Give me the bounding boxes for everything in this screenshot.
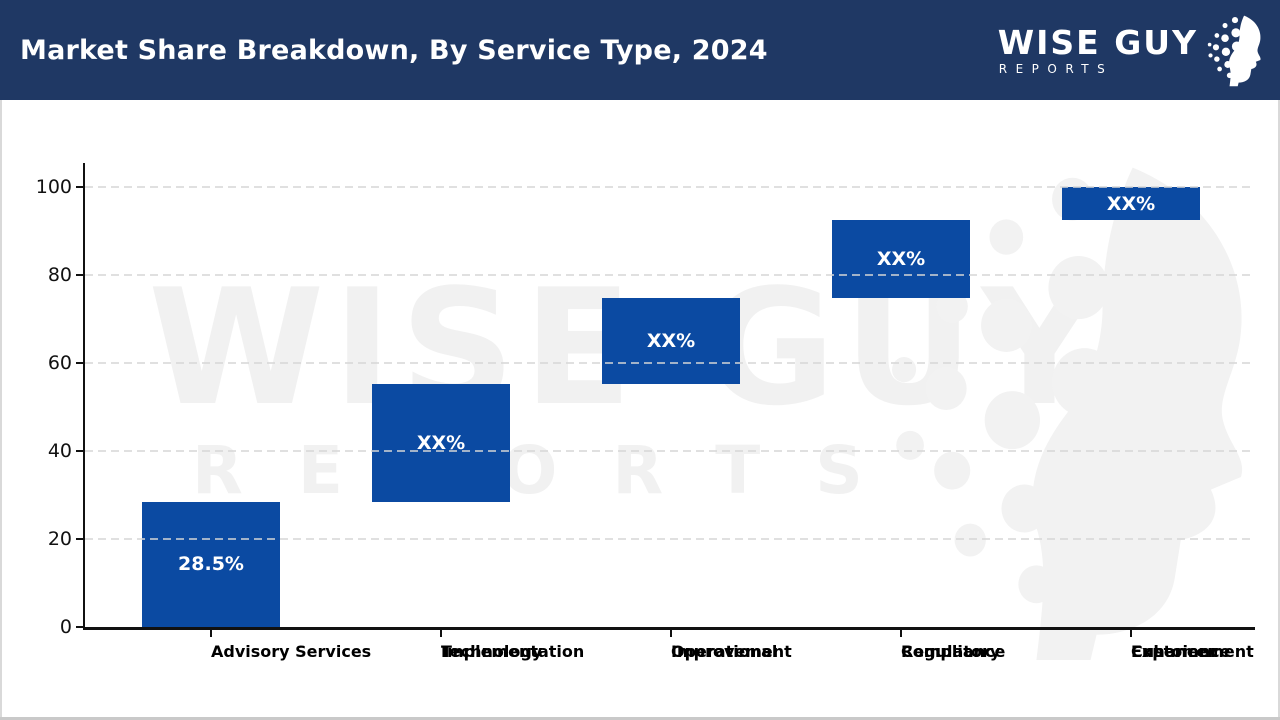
x-tick-label-line: Technology [441,642,543,661]
gridline [85,186,1255,188]
x-tick-label-line: Compliance [901,642,1006,661]
bar-value-label: XX% [1106,192,1156,215]
x-tick-label-line: Advisory Services [211,642,372,661]
gridline [85,538,1255,540]
y-tick-mark [76,362,85,364]
y-tick-label: 0 [59,616,72,638]
brand-logo: WISE GUY REPORTS [998,13,1280,87]
page-title: Market Share Breakdown, By Service Type,… [20,34,768,66]
chart-canvas: WISE GUY REPORTS 28.5% XX% XX% XX% XX% 0 20 40 6… [0,100,1280,720]
bar-value-label: XX% [876,247,926,270]
bar-value-label: XX% [646,329,696,352]
bar [372,384,510,502]
bar-value-label: XX% [416,431,466,454]
x-tick-mark [900,629,902,637]
bar-value-label: 28.5% [178,553,244,576]
y-tick-mark [76,538,85,540]
logo-brand-text: WISE GUY [997,22,1198,62]
y-tick-label: 80 [47,264,72,286]
y-axis-line [83,163,85,629]
x-tick-label-line: Improvement [671,642,792,661]
bar [142,501,280,627]
gridline [85,450,1255,452]
canvas-border-left [0,100,2,720]
bar [602,297,740,385]
y-tick-label: 60 [47,352,72,374]
y-tick-mark [76,450,85,452]
x-tick-mark [1130,629,1132,637]
x-tick-label-line: Enhancement [1131,642,1254,661]
logo-head-icon [1207,15,1261,87]
y-tick-label: 20 [47,528,72,550]
x-tick-mark [670,629,672,637]
y-tick-label: 40 [47,440,72,462]
gridline [85,274,1255,276]
x-tick-mark [210,629,212,637]
logo-text: WISE GUY REPORTS [998,26,1198,75]
x-tick-label-line: Operational [671,642,778,661]
x-tick-label-line: Implementation [441,642,585,661]
logo-sub-text: REPORTS [998,61,1114,76]
y-tick-label: 100 [35,176,72,198]
header-bar: Market Share Breakdown, By Service Type,… [0,0,1280,100]
y-tick-mark [76,186,85,188]
y-tick-mark [76,626,85,628]
canvas-border-bottom [0,717,1280,720]
x-tick-mark [440,629,442,637]
waterfall-chart: 28.5% XX% XX% XX% XX% 0 20 40 60 80 100 Advisory Se… [0,100,1280,720]
x-axis-line [83,627,1255,630]
canvas-border-right [1278,100,1280,720]
x-tick-label-line: Regulatory [901,642,1001,661]
bar [832,220,970,298]
y-tick-mark [76,274,85,276]
gridline [85,362,1255,364]
